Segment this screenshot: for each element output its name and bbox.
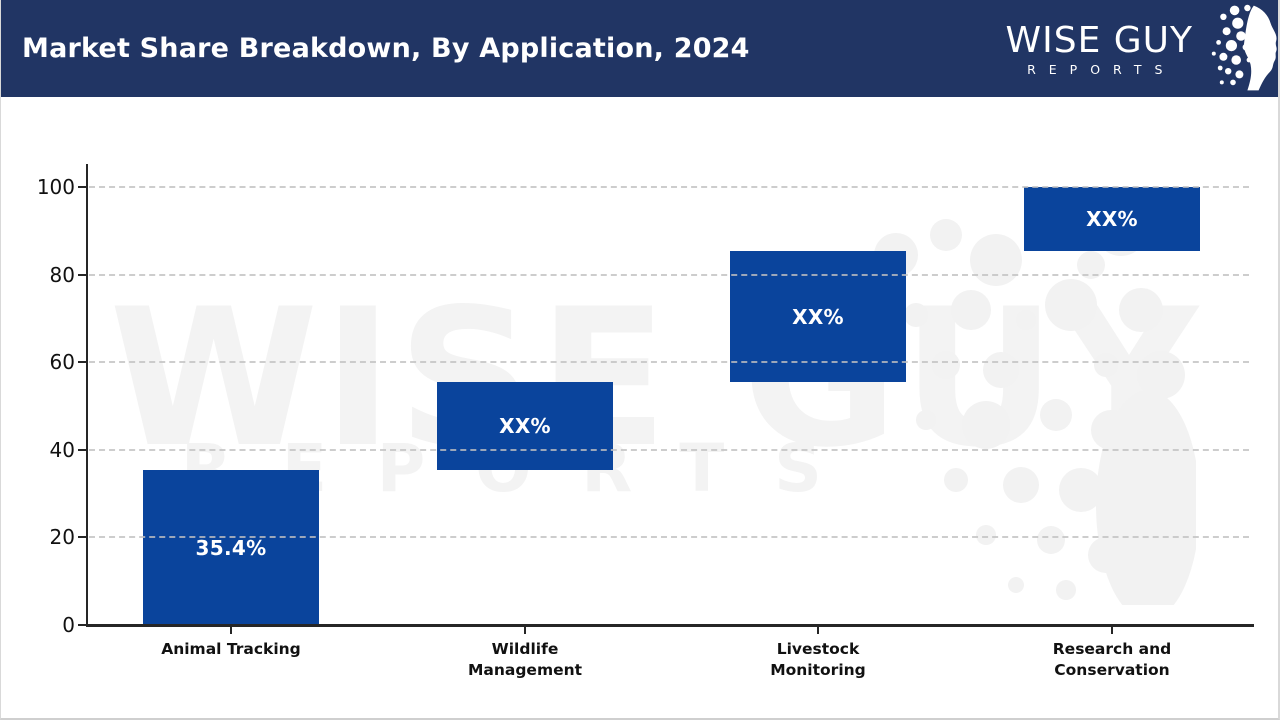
brand-name: WISE GUY — [1005, 20, 1193, 61]
gridline-60 — [89, 361, 1249, 363]
face-dots-logo-icon — [1185, 4, 1278, 100]
bar-value-label: 35.4% — [195, 535, 267, 560]
bar-value-label: XX% — [792, 304, 844, 329]
y-tick — [78, 624, 86, 626]
y-tick-label: 0 — [62, 613, 75, 637]
y-tick — [78, 186, 86, 188]
brand-subtitle: REPORTS — [1027, 62, 1176, 77]
gridline-20 — [89, 536, 1249, 538]
bar-wildlife-management: XX% — [437, 382, 613, 470]
watermark-face-dots-icon — [856, 204, 1200, 620]
y-tick — [78, 274, 86, 276]
x-tick — [230, 627, 232, 634]
x-category-label-livestock-monitoring: Livestock Monitoring — [770, 640, 866, 679]
bar-animal-tracking: 35.4% — [143, 470, 319, 625]
y-tick — [78, 536, 86, 538]
bar-value-label: XX% — [1086, 207, 1138, 231]
gridline-100 — [89, 186, 1249, 188]
y-axis-line — [86, 164, 88, 627]
x-tick — [524, 627, 526, 634]
y-tick — [78, 449, 86, 451]
bar-livestock-monitoring: XX% — [730, 251, 906, 382]
bar-value-label: XX% — [499, 414, 551, 438]
page-title: Market Share Breakdown, By Application, … — [22, 33, 750, 64]
gridline-40 — [89, 449, 1249, 451]
y-tick-label: 100 — [36, 175, 75, 199]
x-tick — [1111, 627, 1113, 634]
bar-research-and-conservation: XX% — [1024, 187, 1200, 251]
x-axis-line — [86, 624, 1254, 627]
y-tick — [78, 361, 86, 363]
x-tick — [817, 627, 819, 634]
brand-logo: WISE GUY REPORTS — [1006, 0, 1278, 100]
gridline-80 — [89, 274, 1249, 276]
y-tick-label: 20 — [49, 525, 75, 549]
header-bar: Market Share Breakdown, By Application, … — [1, 0, 1278, 100]
x-category-label-research-and-conservation: Research and Conservation — [1052, 640, 1172, 679]
x-category-label-animal-tracking: Animal Tracking — [161, 640, 301, 658]
y-tick-label: 40 — [49, 438, 75, 462]
x-category-label-wildlife-management: Wildlife Management — [467, 640, 583, 679]
y-tick-label: 60 — [49, 350, 75, 374]
y-tick-label: 80 — [49, 263, 75, 287]
